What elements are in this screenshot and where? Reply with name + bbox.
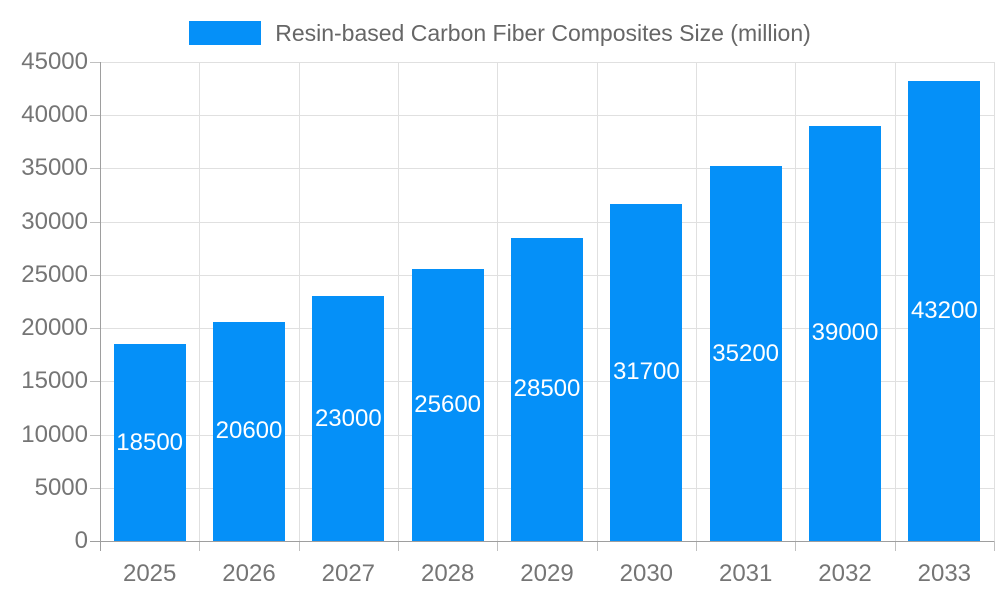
bar-2026[interactable]: 20600 <box>213 321 285 541</box>
bar-2031[interactable]: 35200 <box>709 166 782 541</box>
y-gridline <box>100 168 994 170</box>
x-gridline <box>596 62 598 541</box>
y-axis-tick <box>90 434 100 436</box>
x-axis-tick <box>696 541 697 551</box>
bar-value-label: 43200 <box>910 297 978 325</box>
y-axis-tick <box>90 62 100 63</box>
x-gridline <box>696 62 697 541</box>
legend-label: Resin-based Carbon Fiber Composites Size… <box>275 19 811 46</box>
bar-value-label: 39000 <box>811 319 879 347</box>
x-axis-label: 2033 <box>917 560 972 587</box>
bar-2028[interactable]: 25600 <box>411 268 484 541</box>
y-axis-tick <box>90 487 100 489</box>
x-gridline <box>497 62 499 541</box>
bar-2027[interactable]: 23000 <box>312 296 385 541</box>
x-axis-tick <box>795 541 797 551</box>
bar-2030[interactable]: 31700 <box>610 203 683 541</box>
x-gridline <box>398 62 399 541</box>
y-axis-tick <box>90 328 100 330</box>
y-axis-tick <box>90 221 100 223</box>
y-axis-label: 5000 <box>34 473 88 501</box>
x-axis-line <box>90 541 994 542</box>
x-axis-label: 2026 <box>222 560 276 587</box>
y-axis-label: 15000 <box>21 367 88 395</box>
y-axis-label: 45000 <box>21 48 88 75</box>
y-axis-tick <box>90 115 100 117</box>
bar-value-label: 23000 <box>314 404 382 432</box>
bar-2025[interactable]: 18500 <box>113 344 186 541</box>
x-axis-tick <box>994 541 995 551</box>
legend-item[interactable]: Resin-based Carbon Fiber Composites Size… <box>0 16 1000 50</box>
x-axis-tick <box>894 541 896 551</box>
x-gridline <box>795 62 797 541</box>
x-axis-label: 2030 <box>619 560 674 587</box>
y-axis-label: 10000 <box>21 420 88 448</box>
x-axis-label: 2025 <box>122 560 177 587</box>
y-axis-label: 20000 <box>21 314 88 342</box>
bar-value-label: 18500 <box>116 428 184 456</box>
bar-2029[interactable]: 28500 <box>511 237 583 541</box>
x-axis-tick <box>199 541 201 551</box>
y-axis-tick <box>90 381 100 383</box>
bar-value-label: 28500 <box>513 375 581 403</box>
bar-value-label: 35200 <box>712 339 780 367</box>
y-gridline <box>100 62 994 63</box>
x-axis-tick <box>398 541 399 551</box>
y-axis-line <box>100 62 101 551</box>
bar-value-label: 31700 <box>612 358 680 386</box>
x-axis-tick <box>497 541 499 551</box>
y-axis-label: 0 <box>74 527 88 554</box>
y-axis-label: 35000 <box>21 154 88 182</box>
x-axis-tick <box>596 541 598 551</box>
bar-2033[interactable]: 43200 <box>908 81 981 541</box>
x-gridline <box>994 62 995 541</box>
x-axis-label: 2029 <box>520 560 574 587</box>
bar-value-label: 20600 <box>215 417 283 445</box>
x-axis-label: 2028 <box>420 560 475 587</box>
bar-2032[interactable]: 39000 <box>809 125 881 541</box>
y-axis-label: 30000 <box>21 207 88 235</box>
x-axis-tick <box>298 541 300 551</box>
x-gridline <box>894 62 896 541</box>
y-gridline <box>100 115 994 117</box>
x-gridline <box>298 62 300 541</box>
x-axis-label: 2027 <box>321 560 376 587</box>
y-gridline <box>100 221 994 223</box>
y-axis-tick <box>90 274 100 276</box>
x-axis-label: 2031 <box>718 560 773 587</box>
y-axis-label: 25000 <box>21 260 88 288</box>
y-axis-tick <box>90 168 100 170</box>
bar-value-label: 25600 <box>414 390 482 418</box>
y-axis-label: 40000 <box>21 101 88 129</box>
x-gridline <box>199 62 201 541</box>
legend-swatch <box>189 21 262 45</box>
x-axis-label: 2032 <box>818 560 872 587</box>
